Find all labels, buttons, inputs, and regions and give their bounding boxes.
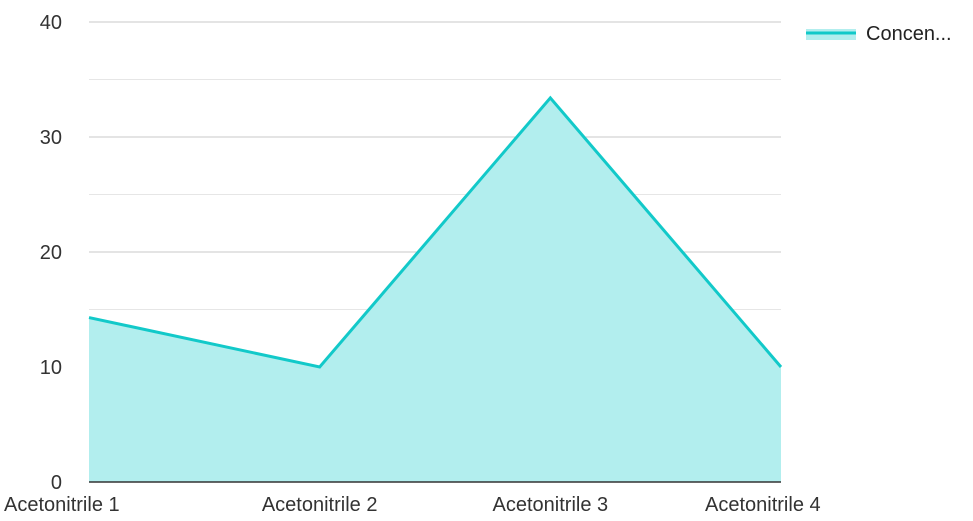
x-tick-label: Acetonitrile 3 [493, 494, 609, 516]
y-tick-label: 20 [40, 242, 62, 264]
y-tick-label: 30 [40, 127, 62, 149]
x-tick-label: Acetonitrile 1 [4, 494, 120, 516]
y-tick-label: 40 [40, 12, 62, 34]
series-area-layer [88, 95, 783, 483]
y-tick-label: 10 [40, 357, 62, 379]
x-tick-label: Acetonitrile 4 [705, 494, 821, 516]
y-axis-tick-labels: 0 10 20 30 40 [40, 12, 62, 494]
series-area-fill [89, 97, 781, 483]
series-line [88, 95, 783, 369]
legend: Concen... [806, 23, 952, 45]
x-tick-label: Acetonitrile 2 [262, 494, 378, 516]
legend-label: Concen... [866, 23, 952, 45]
y-tick-label: 0 [51, 472, 62, 494]
x-axis-tick-labels: Acetonitrile 1 Acetonitrile 2 Acetonitrile… [4, 494, 821, 516]
